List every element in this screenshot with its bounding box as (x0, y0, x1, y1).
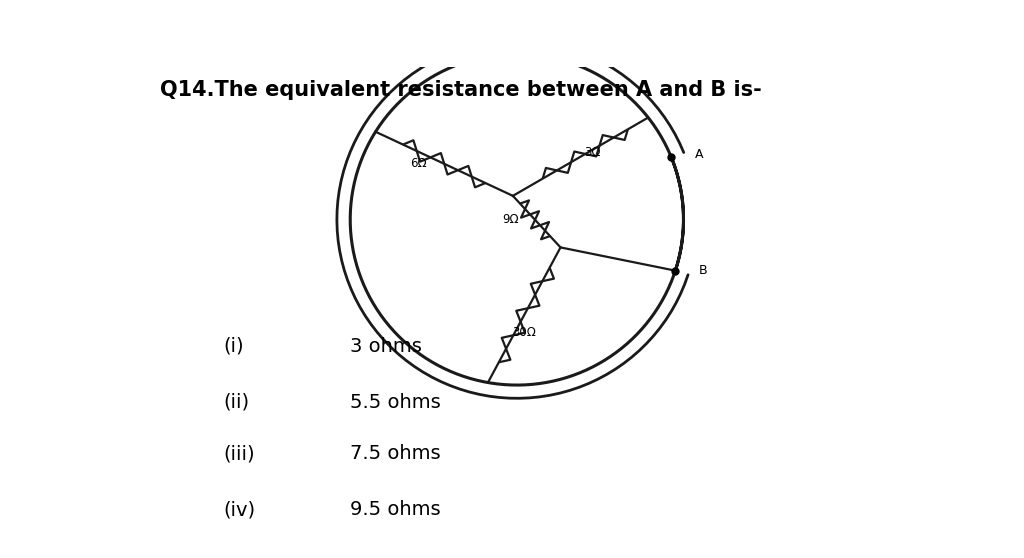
Text: B: B (699, 264, 708, 277)
Text: 9.5 ohms: 9.5 ohms (350, 500, 441, 519)
Text: 6Ω: 6Ω (411, 157, 427, 170)
Text: (iii): (iii) (223, 444, 255, 463)
Text: (ii): (ii) (223, 393, 250, 412)
Text: A: A (695, 148, 703, 161)
Text: 7.5 ohms: 7.5 ohms (350, 444, 441, 463)
Text: (i): (i) (223, 336, 244, 356)
Text: 5.5 ohms: 5.5 ohms (350, 393, 441, 412)
Text: 3Ω: 3Ω (585, 146, 601, 159)
Text: Q14.The equivalent resistance between A and B is-: Q14.The equivalent resistance between A … (160, 80, 762, 100)
Text: 3 ohms: 3 ohms (350, 336, 422, 356)
Text: (iv): (iv) (223, 500, 255, 519)
Text: 9Ω: 9Ω (502, 213, 519, 226)
Text: 30Ω: 30Ω (512, 326, 537, 339)
